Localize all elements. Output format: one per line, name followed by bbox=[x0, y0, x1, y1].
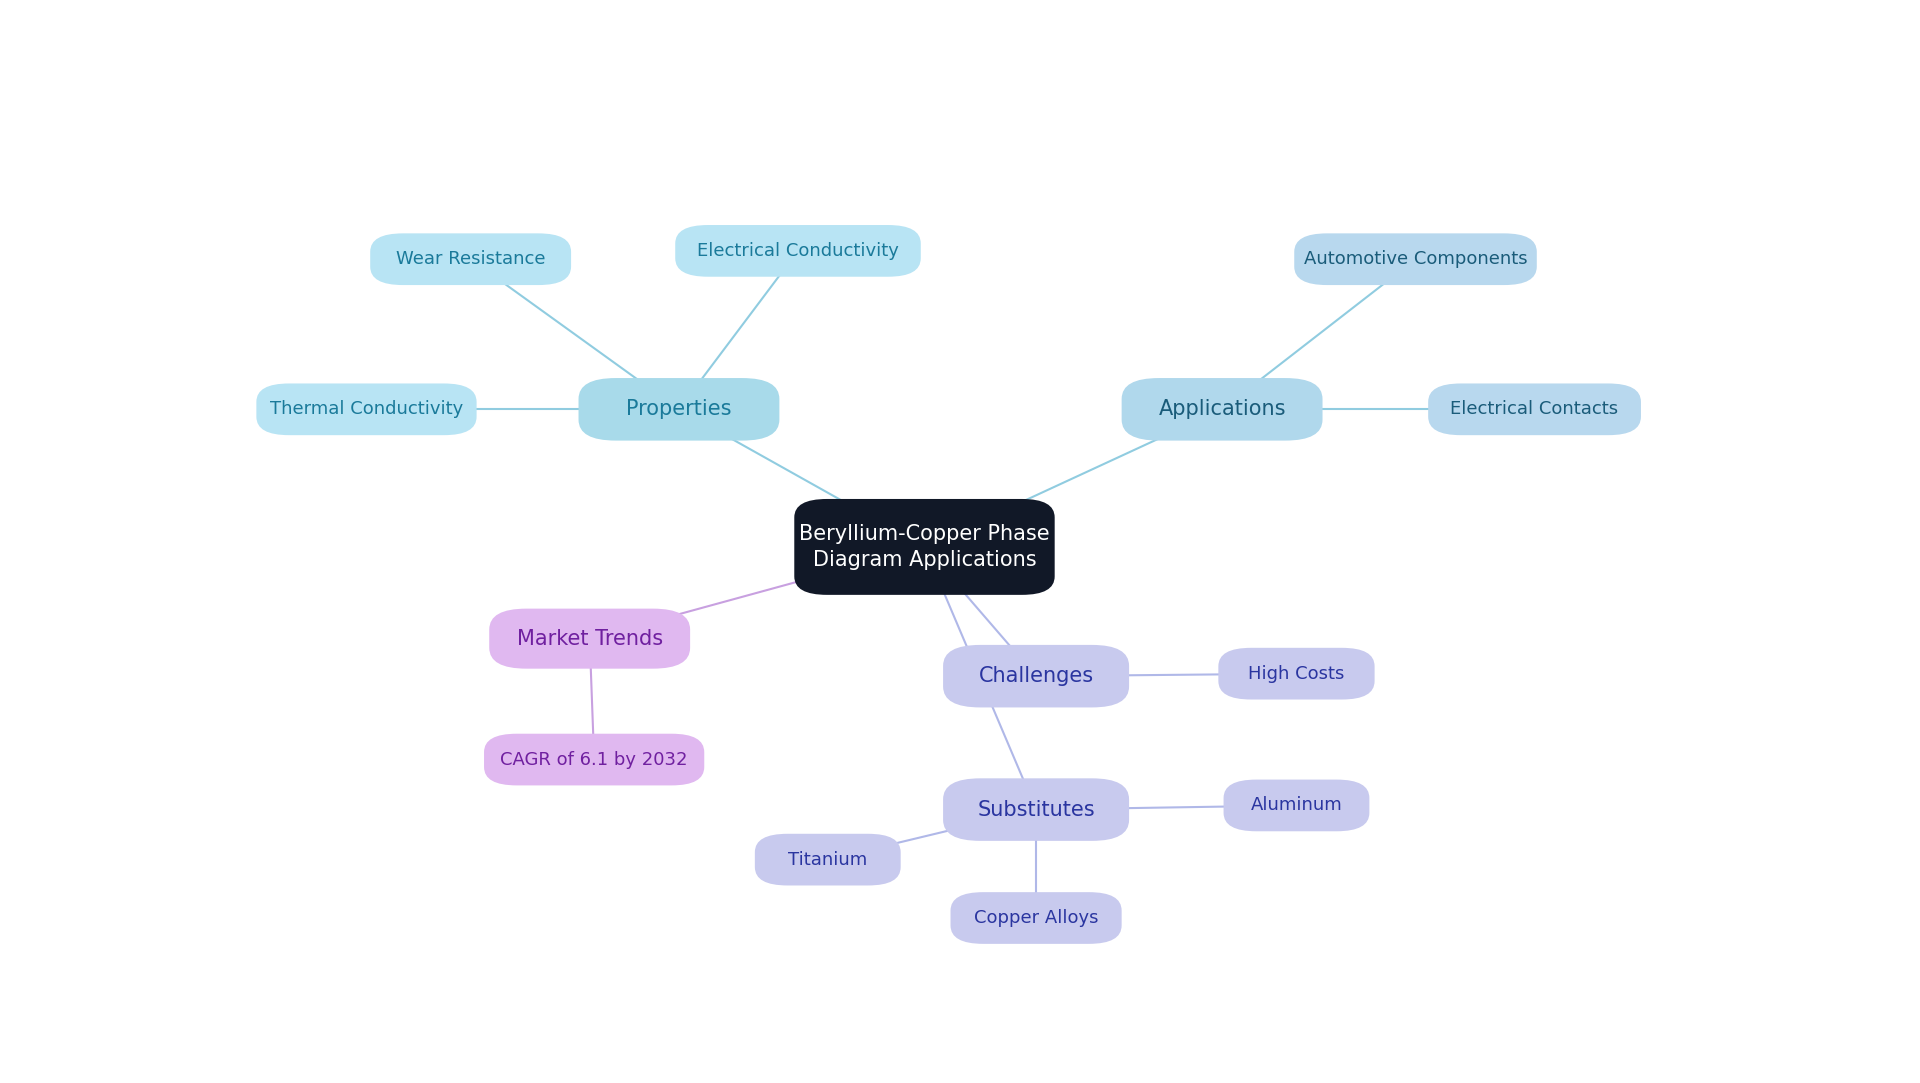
Text: Applications: Applications bbox=[1158, 400, 1286, 419]
FancyBboxPatch shape bbox=[1223, 780, 1369, 832]
FancyBboxPatch shape bbox=[943, 644, 1129, 707]
Text: Titanium: Titanium bbox=[787, 850, 868, 869]
FancyBboxPatch shape bbox=[1428, 383, 1642, 435]
FancyBboxPatch shape bbox=[484, 733, 705, 785]
FancyBboxPatch shape bbox=[755, 834, 900, 886]
FancyBboxPatch shape bbox=[1121, 378, 1323, 441]
FancyBboxPatch shape bbox=[578, 378, 780, 441]
Text: Market Trends: Market Trends bbox=[516, 628, 662, 649]
Text: Thermal Conductivity: Thermal Conductivity bbox=[271, 401, 463, 418]
FancyBboxPatch shape bbox=[950, 892, 1121, 944]
Text: Electrical Conductivity: Electrical Conductivity bbox=[697, 242, 899, 260]
Text: Beryllium-Copper Phase
Diagram Applications: Beryllium-Copper Phase Diagram Applicati… bbox=[799, 524, 1050, 570]
Text: High Costs: High Costs bbox=[1248, 665, 1344, 682]
Text: Substitutes: Substitutes bbox=[977, 799, 1094, 820]
FancyBboxPatch shape bbox=[943, 779, 1129, 840]
FancyBboxPatch shape bbox=[490, 609, 689, 668]
Text: Copper Alloys: Copper Alloys bbox=[973, 909, 1098, 927]
FancyBboxPatch shape bbox=[676, 225, 922, 277]
Text: Automotive Components: Automotive Components bbox=[1304, 250, 1526, 269]
FancyBboxPatch shape bbox=[1294, 233, 1536, 285]
Text: Electrical Contacts: Electrical Contacts bbox=[1450, 401, 1619, 418]
Text: Wear Resistance: Wear Resistance bbox=[396, 250, 545, 269]
Text: Properties: Properties bbox=[626, 400, 732, 419]
Text: Challenges: Challenges bbox=[979, 666, 1094, 687]
FancyBboxPatch shape bbox=[1219, 648, 1375, 700]
FancyBboxPatch shape bbox=[371, 233, 570, 285]
Text: CAGR of 6.1 by 2032: CAGR of 6.1 by 2032 bbox=[501, 751, 687, 769]
Text: Aluminum: Aluminum bbox=[1250, 796, 1342, 814]
FancyBboxPatch shape bbox=[257, 383, 476, 435]
FancyBboxPatch shape bbox=[795, 499, 1054, 595]
